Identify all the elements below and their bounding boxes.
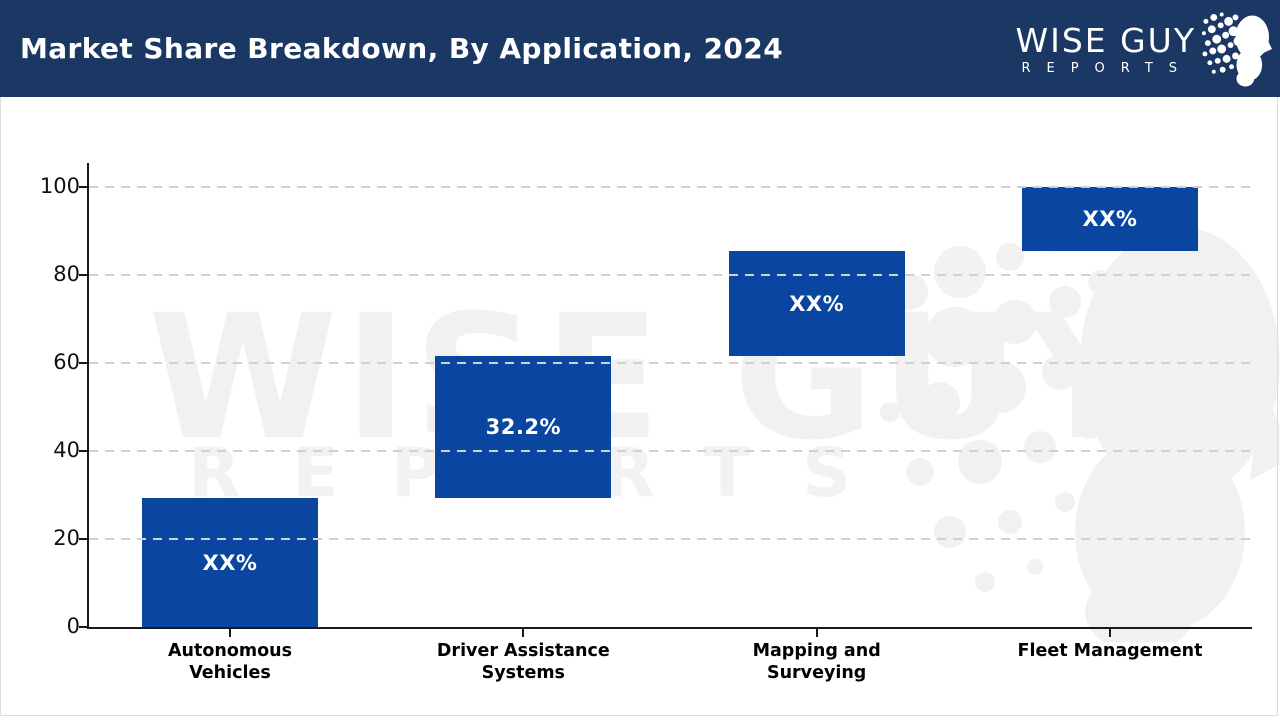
x-axis [87, 627, 1252, 629]
y-tick [79, 186, 87, 188]
y-tick [79, 626, 87, 628]
y-axis [87, 163, 89, 629]
gridline [89, 450, 1255, 452]
x-category-label: Driver Assistance Systems [436, 641, 610, 683]
page-title: Market Share Breakdown, By Application, … [20, 32, 784, 65]
y-tick-label: 80 [53, 262, 80, 286]
bar-value-label: XX% [1082, 206, 1138, 231]
y-tick-label: 60 [53, 350, 80, 374]
x-category-label: Autonomous Vehicles [167, 641, 292, 683]
x-category-label: Fleet Management [1017, 641, 1203, 661]
bar-value-label: XX% [789, 291, 845, 316]
x-tick [1108, 629, 1111, 637]
bar: XX% [728, 250, 905, 357]
y-tick-label: 0 [66, 614, 80, 638]
bar-value-label: XX% [202, 550, 258, 575]
x-tick [522, 629, 525, 637]
gridline [89, 362, 1255, 364]
y-tick-label: 40 [53, 438, 80, 462]
bar: XX% [142, 498, 318, 627]
gridline [89, 186, 1255, 188]
x-tick [815, 629, 818, 637]
wiseguy-logo: WISE GUY REPORTS [1015, 6, 1272, 92]
y-tick [79, 450, 87, 452]
header: Market Share Breakdown, By Application, … [0, 0, 1280, 97]
gridline [89, 274, 1255, 276]
logo-text: WISE GUY REPORTS [1015, 20, 1196, 76]
logo-face-icon [1201, 12, 1272, 87]
logo-wordmark: WISE GUY [1015, 20, 1196, 60]
y-tick [79, 274, 87, 276]
logo-subtitle: REPORTS [1021, 60, 1194, 76]
y-tick-label: 20 [53, 526, 80, 550]
bar: XX% [1021, 187, 1198, 251]
y-tick-label: 100 [39, 174, 80, 198]
bar-value-label: 32.2% [485, 415, 561, 440]
bar: 32.2% [435, 356, 612, 499]
y-tick [79, 538, 87, 540]
y-tick [79, 362, 87, 364]
x-tick [229, 629, 231, 637]
gridline [89, 538, 1255, 540]
x-category-label: Mapping and Surveying [752, 641, 881, 683]
